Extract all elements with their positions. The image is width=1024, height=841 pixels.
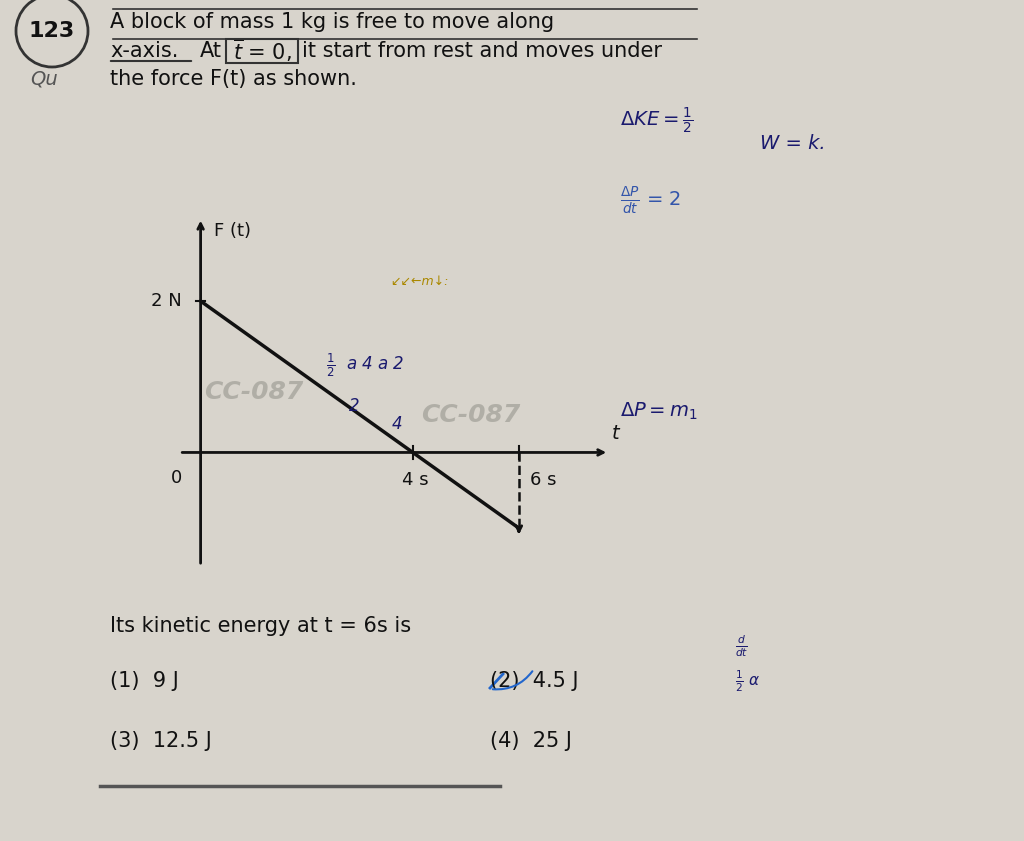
Text: W = k.: W = k. [760, 134, 825, 152]
Text: Qu: Qu [30, 70, 57, 88]
Text: (2)  4.5 J: (2) 4.5 J [490, 671, 579, 691]
Text: the force F(t) as shown.: the force F(t) as shown. [110, 69, 357, 89]
Text: $\Delta KE = \frac{1}{2}$: $\Delta KE = \frac{1}{2}$ [620, 106, 693, 136]
Text: (3)  12.5 J: (3) 12.5 J [110, 731, 212, 751]
Text: (1)  9 J: (1) 9 J [110, 671, 179, 691]
Text: A block of mass 1 kg is free to move along: A block of mass 1 kg is free to move alo… [110, 12, 554, 32]
Text: x-axis.: x-axis. [110, 41, 178, 61]
Text: 6 s: 6 s [529, 471, 556, 489]
Text: At: At [200, 41, 222, 61]
Text: 2: 2 [349, 396, 359, 415]
Text: Its kinetic energy at t = 6s is: Its kinetic energy at t = 6s is [110, 616, 411, 636]
Text: F (t): F (t) [214, 221, 251, 240]
Text: 2 N: 2 N [152, 292, 182, 310]
Text: it start from rest and moves under: it start from rest and moves under [302, 41, 662, 61]
Text: (4)  25 J: (4) 25 J [490, 731, 571, 751]
Text: CC-087: CC-087 [422, 403, 521, 426]
Text: CC-087: CC-087 [204, 380, 303, 404]
Text: 4: 4 [391, 415, 402, 433]
Text: ↙↙←m↓:: ↙↙←m↓: [390, 274, 449, 288]
Text: $\frac{\Delta P}{dt}$ = 2: $\frac{\Delta P}{dt}$ = 2 [620, 186, 681, 216]
Text: $\Delta P = m_1$: $\Delta P = m_1$ [620, 400, 697, 421]
Text: $\overline{t}$ = 0,: $\overline{t}$ = 0, [232, 38, 292, 64]
Text: 4 s: 4 s [402, 471, 429, 489]
Text: 0: 0 [171, 469, 182, 487]
Text: $\frac{1}{2}$ $\alpha$: $\frac{1}{2}$ $\alpha$ [735, 669, 761, 694]
Text: $\frac{1}{2}$  a 4 a 2: $\frac{1}{2}$ a 4 a 2 [326, 352, 404, 379]
Text: $\frac{d}{dt}$: $\frac{d}{dt}$ [735, 633, 749, 659]
Text: 123: 123 [29, 21, 75, 41]
Text: t: t [611, 425, 620, 443]
